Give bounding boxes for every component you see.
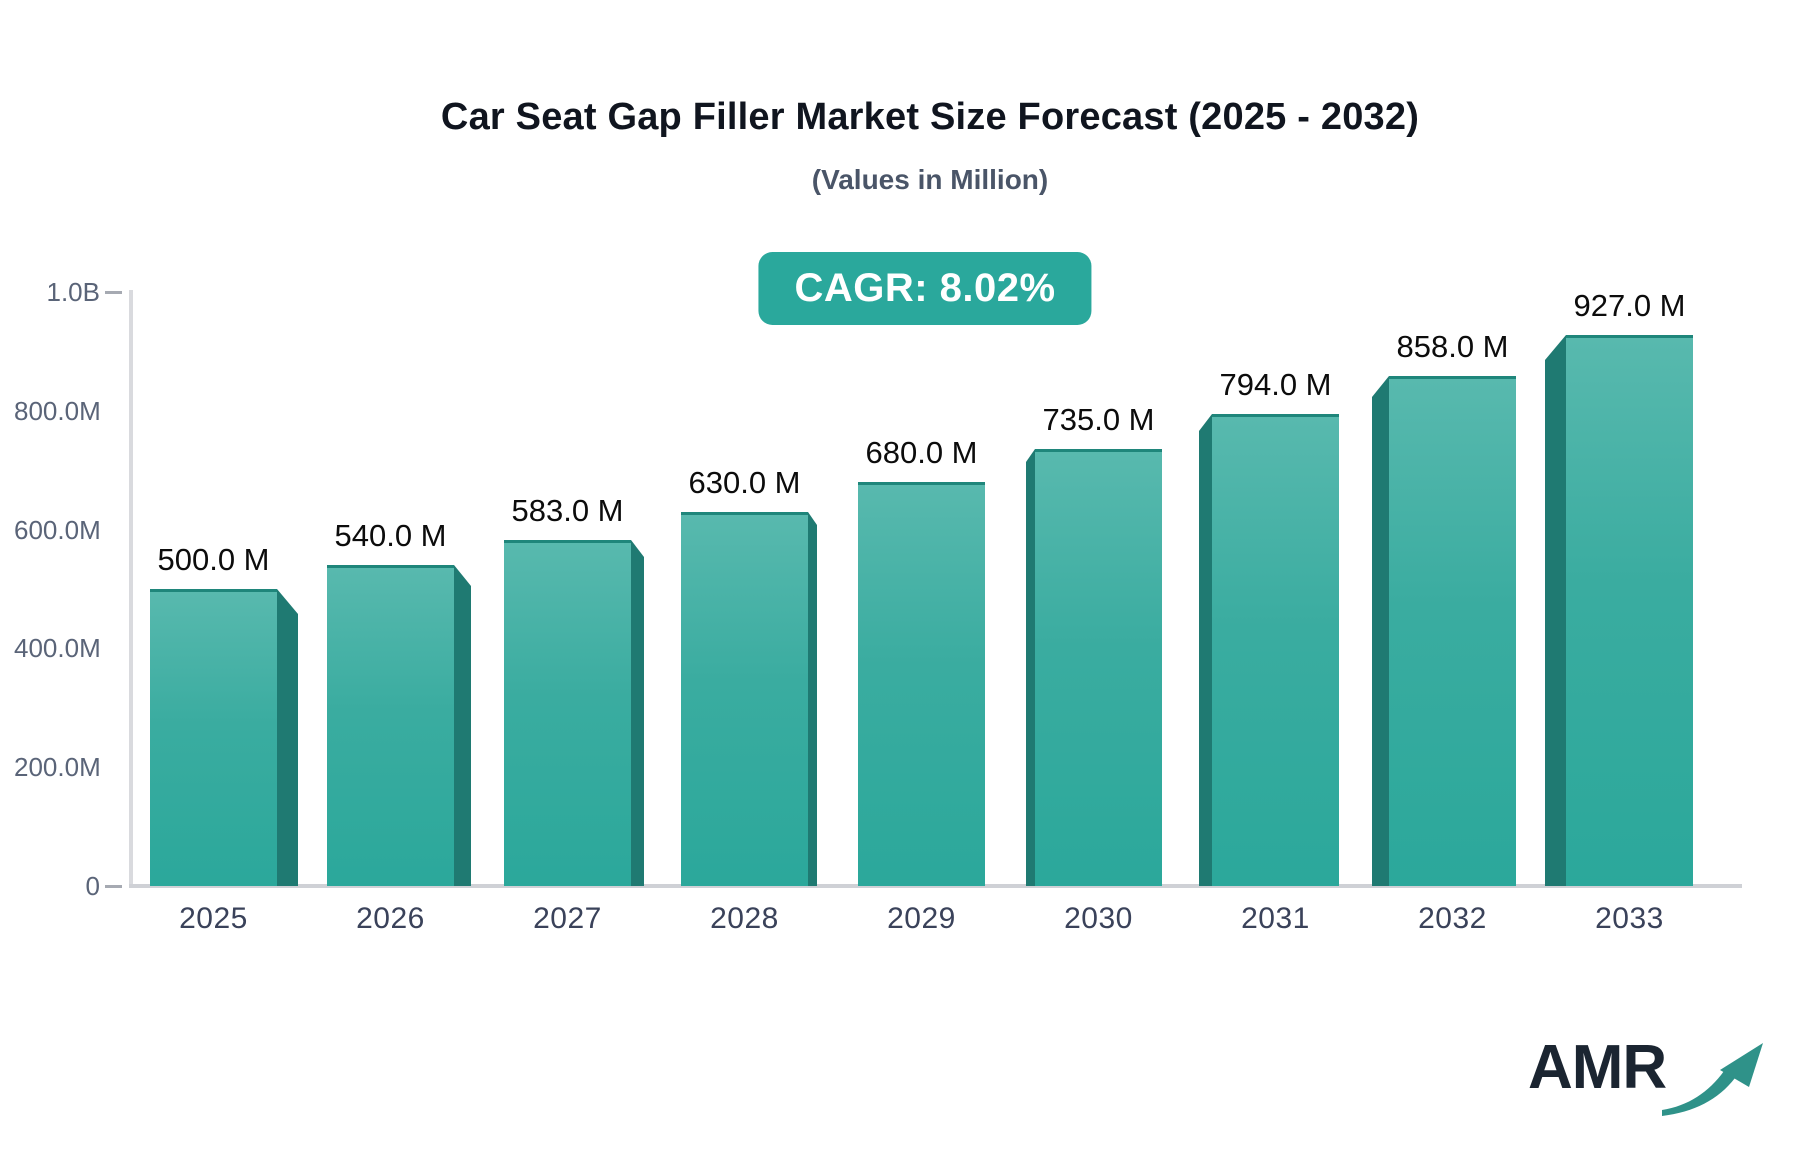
bar-value-label: 583.0 M	[511, 493, 624, 528]
bar-value-label: 680.0 M	[865, 435, 978, 470]
x-tick-label: 2028	[710, 902, 779, 935]
x-tick-label: 2029	[887, 902, 956, 935]
bar-side-panel	[454, 565, 471, 886]
y-tick-dash	[105, 291, 122, 294]
bar-side-panel	[1372, 376, 1389, 886]
cagr-badge: CAGR: 8.02%	[758, 252, 1092, 325]
y-axis-line	[129, 290, 133, 886]
x-tick-label: 2033	[1595, 902, 1664, 935]
y-tick-label: 600.0M	[14, 514, 101, 545]
amr-logo-text: AMR	[1528, 1033, 1667, 1102]
x-axis-baseline	[129, 884, 1742, 888]
y-tick-label: 1.0B	[46, 277, 101, 307]
bar-value-label: 630.0 M	[688, 465, 801, 500]
growth-arrow-icon	[1662, 1043, 1763, 1116]
x-tick-label: 2032	[1418, 902, 1487, 935]
y-tick-label: 800.0M	[14, 395, 101, 426]
bar-2026	[327, 565, 454, 886]
y-tick-dash	[105, 885, 122, 888]
x-tick-label: 2031	[1241, 902, 1310, 935]
bar-2025	[150, 589, 277, 886]
bar-2032	[1389, 376, 1516, 886]
bar-side-panel	[1026, 449, 1035, 886]
bar-2031	[1212, 414, 1339, 886]
chart-subtitle: (Values in Million)	[811, 164, 1049, 195]
bar-2030	[1035, 449, 1162, 886]
y-tick-label: 200.0M	[14, 752, 101, 783]
amr-logo: AMR	[1528, 1032, 1763, 1127]
bar-2029	[858, 482, 985, 886]
x-tick-label: 2025	[179, 902, 248, 935]
y-tick-label: 400.0M	[14, 633, 101, 664]
bar-2033	[1566, 335, 1693, 886]
bar-side-panel	[631, 540, 644, 886]
bar-value-label: 540.0 M	[334, 518, 447, 553]
bar-side-panel	[1199, 414, 1212, 886]
bar-value-label: 735.0 M	[1042, 402, 1155, 437]
bar-value-label: 927.0 M	[1573, 288, 1686, 323]
bar-side-panel	[277, 589, 298, 886]
bar-2027	[504, 540, 631, 886]
chart-title: Car Seat Gap Filler Market Size Forecast…	[440, 96, 1420, 138]
bar-side-panel	[808, 512, 817, 886]
y-tick-label: 0	[85, 871, 100, 901]
x-tick-label: 2030	[1064, 902, 1133, 935]
x-tick-label: 2026	[356, 902, 425, 935]
bar-value-label: 500.0 M	[157, 542, 270, 577]
bar-side-panel	[1545, 335, 1566, 886]
x-tick-label: 2027	[533, 902, 602, 935]
bar-2028	[681, 512, 808, 886]
bar-value-label: 858.0 M	[1396, 329, 1509, 364]
bar-value-label: 794.0 M	[1219, 367, 1332, 402]
